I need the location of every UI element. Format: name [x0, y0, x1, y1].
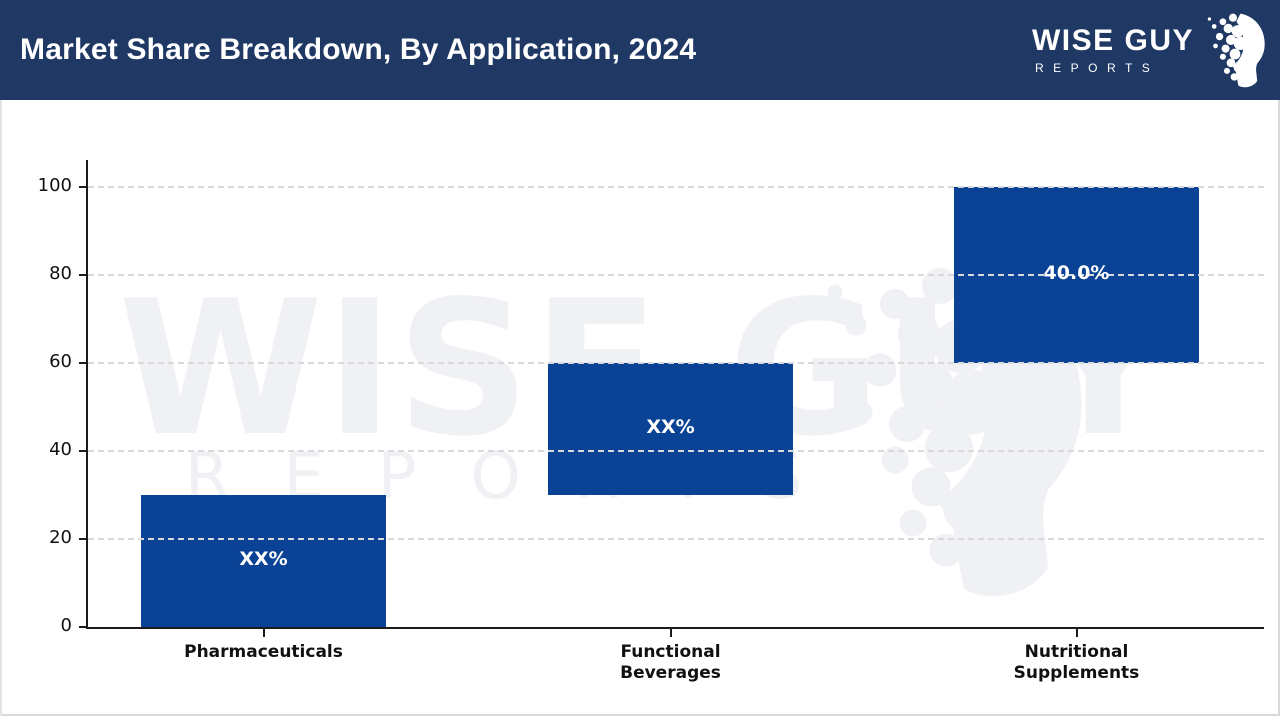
y-tick-label: 40	[49, 439, 72, 460]
bar-value-label: XX%	[239, 548, 288, 570]
x-tick-label-line: Beverages	[620, 663, 721, 683]
y-axis-line	[86, 160, 88, 629]
x-tick-mark	[1075, 629, 1078, 637]
x-tick-label-line: Supplements	[1013, 663, 1140, 683]
chart-title: Market Share Breakdown, By Application, …	[20, 33, 697, 66]
y-tick-label: 100	[37, 175, 72, 196]
logo-face-icon	[1207, 13, 1265, 88]
header-bar: Market Share Breakdown, By Application, …	[0, 0, 1280, 100]
x-tick-mark	[669, 629, 672, 637]
x-tick-label-line: Functional	[620, 642, 721, 662]
logo-subtext: REPORTS	[1034, 60, 1160, 75]
x-axis-line	[86, 627, 1264, 629]
y-tick-label: 80	[49, 263, 72, 284]
y-tick-mark	[79, 362, 88, 364]
bar-segment-2	[548, 363, 793, 495]
y-gridline	[88, 450, 1264, 452]
right-frame-line	[1278, 100, 1280, 716]
left-frame-line	[0, 100, 2, 716]
bar-value-label: 40.0%	[1043, 262, 1110, 284]
plot-area: WISE GUY REPORTS XX%XX%40.0%020406080100…	[0, 100, 1280, 716]
bar-value-label: XX%	[646, 416, 695, 438]
bottom-frame-line	[0, 714, 1280, 716]
y-tick-mark	[79, 450, 88, 452]
brand-logo: WISE GUY REPORTS	[1032, 7, 1270, 93]
y-gridline	[88, 186, 1264, 188]
logo-wordmark: WISE GUY	[1031, 23, 1194, 57]
x-tick-label: Functional Beverages	[541, 642, 801, 684]
x-tick-mark	[262, 629, 265, 637]
y-gridline	[88, 538, 1264, 540]
y-tick-label: 20	[49, 527, 72, 548]
y-tick-mark	[79, 274, 88, 276]
logo-wordmark-block: WISE GUY REPORTS	[1031, 23, 1194, 75]
y-tick-label: 60	[49, 351, 72, 372]
y-gridline	[88, 362, 1264, 364]
x-tick-label-line: Pharmaceuticals	[184, 642, 343, 662]
y-tick-mark	[79, 186, 88, 188]
y-tick-mark	[79, 626, 88, 628]
x-tick-label: Nutritional Supplements	[947, 642, 1207, 684]
y-tick-label: 0	[60, 615, 72, 636]
bar-segment-1	[141, 495, 386, 627]
y-gridline	[88, 274, 1264, 276]
x-tick-label-line: Nutritional	[1024, 642, 1129, 662]
y-tick-mark	[79, 538, 88, 540]
x-tick-label: Pharmaceuticals	[134, 642, 394, 663]
